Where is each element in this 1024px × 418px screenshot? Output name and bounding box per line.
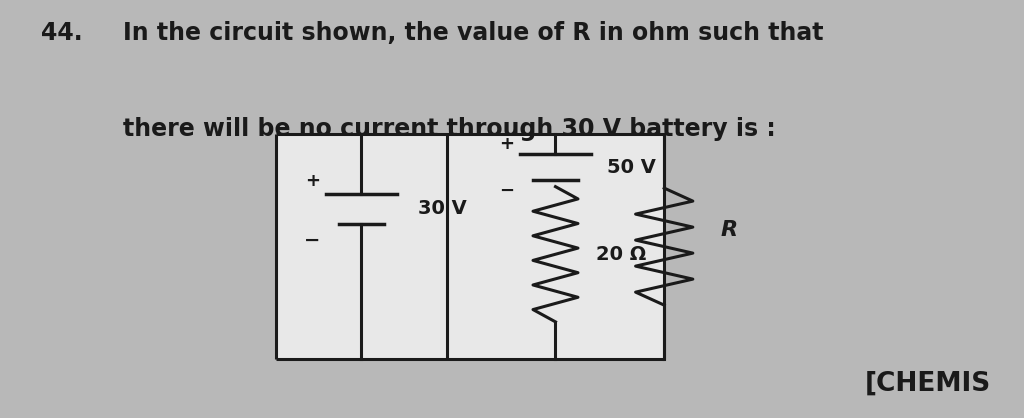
Text: R: R xyxy=(721,220,737,240)
Text: 20 Ω: 20 Ω xyxy=(596,245,646,264)
Text: +: + xyxy=(305,172,319,191)
Text: 30 V: 30 V xyxy=(418,199,466,219)
Text: 44.: 44. xyxy=(41,21,83,45)
Text: −: − xyxy=(304,231,321,250)
Text: [CHEMIS: [CHEMIS xyxy=(865,371,991,397)
Text: In the circuit shown, the value of R in ohm such that: In the circuit shown, the value of R in … xyxy=(123,21,823,45)
Text: +: + xyxy=(499,135,514,153)
Text: −: − xyxy=(499,182,514,200)
Text: 50 V: 50 V xyxy=(606,158,655,177)
Text: there will be no current through 30 V battery is :: there will be no current through 30 V ba… xyxy=(123,117,775,141)
Bar xyxy=(275,134,665,359)
